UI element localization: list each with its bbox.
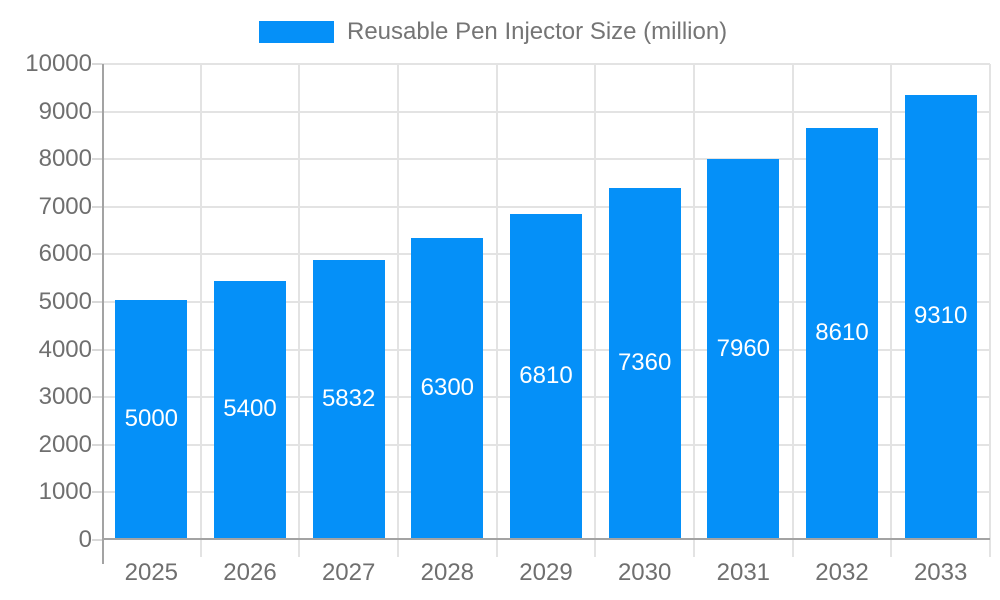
bar-value-label: 7960 xyxy=(716,334,771,362)
y-axis-label: 0 xyxy=(78,526,92,553)
y-axis-label: 1000 xyxy=(38,478,92,506)
horizontal-gridline xyxy=(102,63,990,65)
bar-value-label: 5000 xyxy=(124,405,179,432)
bar-value-label: 7360 xyxy=(617,348,672,376)
y-axis-tick xyxy=(92,205,102,208)
y-axis-tick xyxy=(92,158,102,161)
y-axis-tick xyxy=(92,63,102,65)
x-axis-line xyxy=(102,538,990,540)
bar-value-label: 6300 xyxy=(420,374,475,402)
bar: 6300 xyxy=(411,238,484,538)
bar-value-label: 6810 xyxy=(519,361,573,389)
y-axis-tick xyxy=(92,253,102,256)
horizontal-gridline xyxy=(102,110,990,113)
plot-area: 0 1000 2000 3000 4000 5000 6000 7000 8000 9000 100… xyxy=(25,52,991,586)
bar-value-label: 5400 xyxy=(223,395,277,423)
y-axis-tick xyxy=(92,539,102,541)
bar: 7360 xyxy=(608,187,681,538)
y-axis-tick xyxy=(92,301,102,303)
vertical-gridline xyxy=(298,64,301,557)
vertical-gridline xyxy=(791,64,794,557)
bar-value-label: 5832 xyxy=(321,385,376,413)
y-axis-label: 2000 xyxy=(38,430,92,458)
y-axis-line xyxy=(102,64,104,564)
vertical-gridline xyxy=(397,64,399,557)
y-axis-label: 7000 xyxy=(38,192,92,220)
y-axis-label: 5000 xyxy=(38,288,92,315)
x-axis-label: 2032 xyxy=(815,559,869,586)
bar-value-label: 8610 xyxy=(815,319,869,347)
vertical-gridline xyxy=(693,64,695,557)
x-axis-label: 2031 xyxy=(716,559,771,586)
x-axis-label: 2033 xyxy=(913,559,968,586)
y-axis-tick xyxy=(92,443,102,446)
vertical-gridline xyxy=(989,64,991,557)
y-axis-label: 9000 xyxy=(38,97,92,125)
bar: 7960 xyxy=(707,159,780,538)
horizontal-gridline xyxy=(102,158,990,161)
y-axis-tick xyxy=(92,396,102,399)
y-axis-label: 10000 xyxy=(25,50,92,77)
y-axis-tick xyxy=(92,110,102,113)
bar: 8610 xyxy=(806,128,878,538)
bar-value-label: 9310 xyxy=(913,302,968,330)
x-axis-label: 2025 xyxy=(124,559,179,586)
x-axis-label: 2030 xyxy=(617,559,672,586)
y-axis-label: 6000 xyxy=(38,240,92,268)
bar: 5000 xyxy=(115,300,188,538)
x-axis-label: 2029 xyxy=(519,559,573,586)
x-axis-label: 2027 xyxy=(321,559,376,586)
y-axis-tick xyxy=(92,348,102,351)
vertical-gridline xyxy=(594,64,597,557)
y-axis-tick xyxy=(92,491,102,494)
bar: 9310 xyxy=(904,94,977,538)
vertical-gridline xyxy=(495,64,498,557)
bar: 6810 xyxy=(510,213,582,538)
y-axis-label: 4000 xyxy=(38,335,92,363)
legend: Reusable Pen Injector Size (million) xyxy=(259,18,727,46)
legend-swatch xyxy=(259,21,334,43)
y-axis-label: 3000 xyxy=(38,383,92,411)
legend-label: Reusable Pen Injector Size (million) xyxy=(347,18,728,45)
bar: 5400 xyxy=(214,280,286,538)
bar: 5832 xyxy=(312,260,385,538)
x-axis-label: 2026 xyxy=(223,559,277,586)
horizontal-gridline xyxy=(102,205,990,208)
vertical-gridline xyxy=(199,64,202,557)
x-axis-label: 2028 xyxy=(420,559,475,586)
vertical-gridline xyxy=(890,64,893,557)
y-axis-label: 8000 xyxy=(38,145,92,173)
